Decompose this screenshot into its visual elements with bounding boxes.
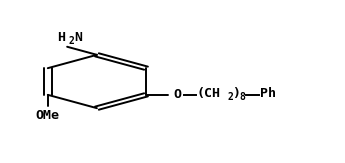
Text: N: N: [75, 31, 83, 44]
Text: 2: 2: [227, 92, 233, 102]
Text: ): ): [232, 87, 240, 100]
Text: H: H: [57, 31, 66, 44]
Text: OMe: OMe: [36, 109, 60, 122]
Text: O: O: [173, 88, 181, 101]
Text: 2: 2: [69, 36, 75, 46]
Text: 8: 8: [239, 92, 245, 102]
Text: (CH: (CH: [197, 87, 221, 100]
Text: Ph: Ph: [260, 87, 276, 100]
